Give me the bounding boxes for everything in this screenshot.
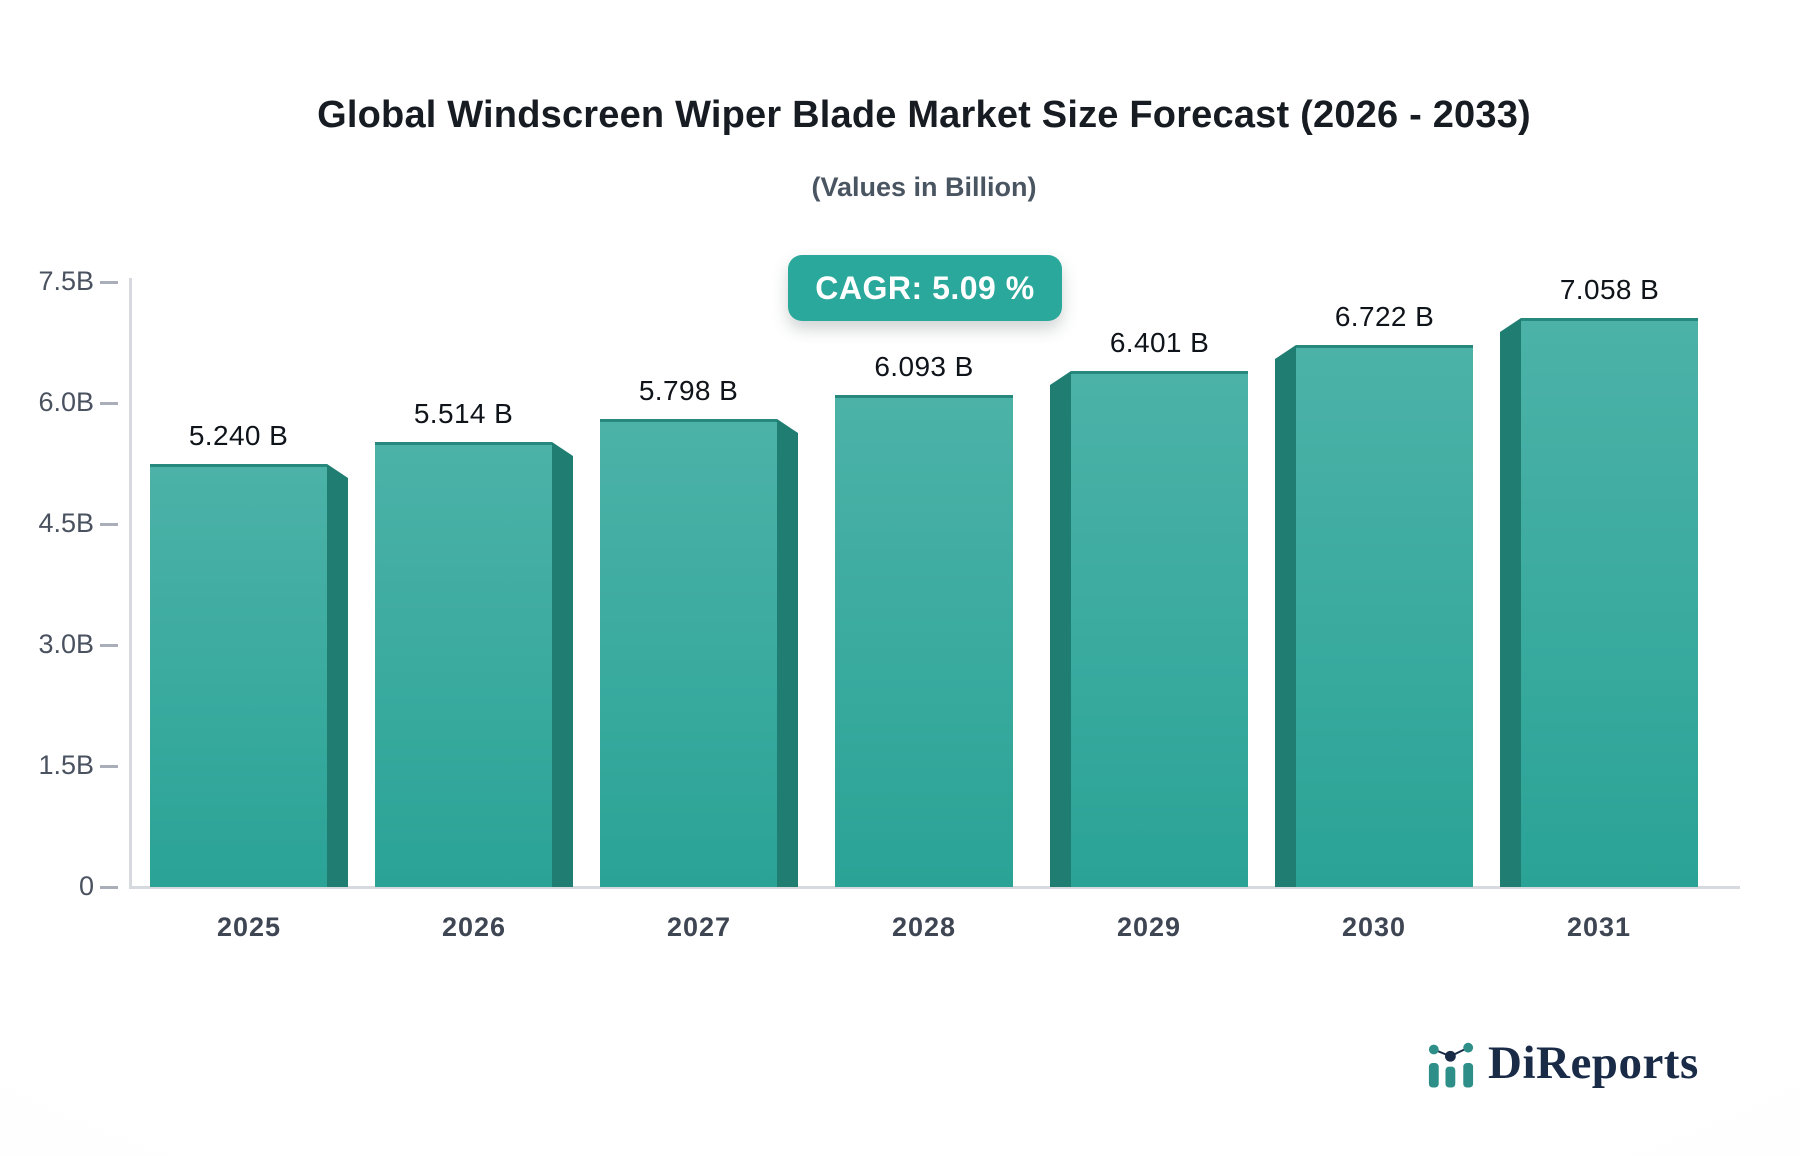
direports-logo-text: DiReports (1488, 1037, 1699, 1089)
x-tick-label: 2029 (1116, 912, 1182, 942)
y-tick-label: 3.0B (38, 629, 94, 659)
x-tick-label: 2026 (441, 912, 507, 942)
bar-value-label: 7.058 B (1559, 274, 1660, 305)
y-tick-dash (100, 401, 118, 405)
y-tick-label: 0 (78, 871, 94, 901)
y-tick-label: 1.5B (38, 750, 94, 780)
bar-3d-side (1275, 345, 1296, 887)
bar-value-label: 6.401 B (1109, 327, 1210, 358)
bar-3d-side (552, 442, 573, 887)
x-tick-label: 2031 (1566, 912, 1632, 942)
bar-2031 (1521, 318, 1698, 887)
direports-logo: DiReports (1424, 1030, 1699, 1096)
y-tick-label: 6.0B (38, 387, 94, 417)
bar-2029 (1071, 371, 1248, 887)
direports-logo-icon (1428, 1042, 1474, 1088)
cagr-badge-label: CAGR: 5.09 % (815, 269, 1035, 306)
bar-2026 (375, 442, 552, 887)
bar-value-label: 5.240 B (188, 420, 289, 451)
bar-value-label: 5.798 B (638, 375, 739, 406)
cagr-badge: CAGR: 5.09 % (788, 255, 1062, 321)
bar-2030 (1296, 345, 1473, 887)
bar-3d-side (1500, 318, 1521, 887)
bar-2025 (150, 464, 327, 887)
bar-2028 (835, 395, 1013, 887)
y-tick-label: 7.5B (38, 266, 94, 296)
y-tick-dash (100, 280, 118, 284)
y-tick-dash (100, 764, 118, 768)
bar-value-label: 6.093 B (874, 351, 974, 382)
chart-title: Global Windscreen Wiper Blade Market Siz… (317, 94, 1531, 136)
bar-value-label: 5.514 B (413, 398, 514, 429)
y-tick-label: 4.5B (38, 508, 94, 538)
bar-3d-side (327, 464, 348, 887)
x-tick-label: 2028 (891, 912, 957, 942)
y-tick-dash (100, 643, 118, 647)
x-tick-label: 2027 (666, 912, 732, 942)
bar-3d-side (1050, 371, 1071, 887)
bar-value-label: 6.722 B (1334, 301, 1435, 332)
x-tick-label: 2025 (216, 912, 282, 942)
x-axis-baseline (129, 886, 1740, 889)
bar-3d-side (777, 419, 798, 887)
x-tick-label: 2030 (1341, 912, 1407, 942)
chart-subtitle: (Values in Billion) (811, 172, 1037, 202)
y-axis-line (129, 278, 132, 889)
y-tick-dash (100, 522, 118, 526)
y-tick-dash (100, 885, 118, 889)
bar-2027 (600, 419, 777, 887)
